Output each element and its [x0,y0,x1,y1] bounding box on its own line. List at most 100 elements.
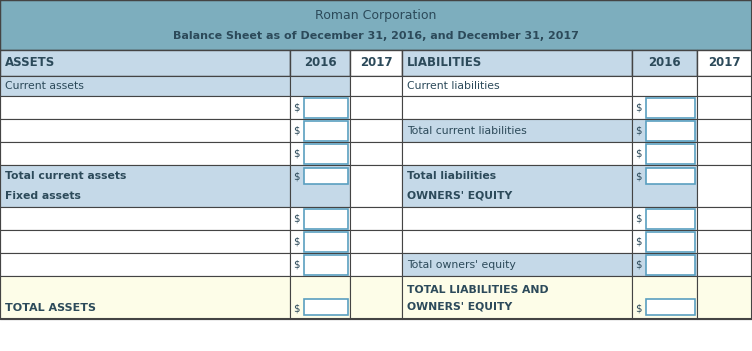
Bar [632,165,697,207]
Bar [402,76,632,96]
Bar [290,230,350,253]
Bar [290,253,350,276]
Text: $: $ [293,259,299,270]
Bar [290,142,350,165]
Bar [645,144,695,164]
Bar [304,144,347,164]
Bar [290,119,350,142]
Bar [632,142,697,165]
Bar [632,207,697,230]
Bar [304,299,347,315]
Bar [304,254,347,274]
Bar [0,0,752,50]
Text: ASSETS: ASSETS [5,57,55,69]
Text: 2017: 2017 [359,57,393,69]
Text: TOTAL LIABILITIES AND: TOTAL LIABILITIES AND [407,285,549,295]
Bar [645,232,695,252]
Bar [697,276,752,319]
Text: Total owners' equity: Total owners' equity [407,259,516,270]
Text: $: $ [635,237,641,246]
Bar [350,165,402,207]
Bar [402,253,632,276]
Text: Balance Sheet as of December 31, 2016, and December 31, 2017: Balance Sheet as of December 31, 2016, a… [173,31,579,41]
Bar [697,165,752,207]
Text: $: $ [293,237,299,246]
Bar [632,276,697,319]
Bar [645,208,695,229]
Text: Total liabilities: Total liabilities [407,171,496,181]
Bar [290,207,350,230]
Bar [350,50,402,76]
Bar [0,76,290,96]
Bar [632,76,697,96]
Text: 2016: 2016 [648,57,681,69]
Bar [402,96,632,119]
Text: $: $ [293,213,299,224]
Bar [0,276,290,319]
Text: $: $ [293,148,299,159]
Bar [402,119,632,142]
Bar [350,119,402,142]
Bar [304,208,347,229]
Text: $: $ [635,171,641,181]
Bar [350,276,402,319]
Bar [350,230,402,253]
Bar [697,76,752,96]
Text: $: $ [635,102,641,113]
Bar [0,142,290,165]
Bar [697,96,752,119]
Text: LIABILITIES: LIABILITIES [407,57,482,69]
Text: Total current assets: Total current assets [5,171,126,181]
Text: $: $ [635,148,641,159]
Text: Roman Corporation: Roman Corporation [315,9,437,22]
Bar [697,50,752,76]
Bar [697,142,752,165]
Bar [645,98,695,118]
Text: 2016: 2016 [304,57,336,69]
Bar [304,232,347,252]
Text: $: $ [635,213,641,224]
Bar [290,165,350,207]
Bar [0,207,290,230]
Bar [402,50,632,76]
Bar [632,96,697,119]
Bar [290,276,350,319]
Bar [645,299,695,315]
Bar [0,119,290,142]
Text: OWNERS' EQUITY: OWNERS' EQUITY [407,191,512,201]
Text: $: $ [293,171,299,181]
Bar [0,50,290,76]
Bar [402,207,632,230]
Text: $: $ [635,126,641,135]
Bar [402,276,632,319]
Bar [697,230,752,253]
Text: Fixed assets: Fixed assets [5,191,81,201]
Bar [0,230,290,253]
Bar [632,119,697,142]
Bar [304,167,347,184]
Bar [645,254,695,274]
Bar [350,253,402,276]
Bar [0,165,290,207]
Text: Current liabilities: Current liabilities [407,81,499,91]
Text: Current assets: Current assets [5,81,84,91]
Text: $: $ [293,102,299,113]
Bar [645,120,695,140]
Bar [632,230,697,253]
Bar [697,207,752,230]
Bar [290,50,350,76]
Bar [402,230,632,253]
Text: $: $ [293,126,299,135]
Bar [0,253,290,276]
Bar [304,120,347,140]
Bar [350,207,402,230]
Bar [697,253,752,276]
Bar [290,76,350,96]
Text: OWNERS' EQUITY: OWNERS' EQUITY [407,302,512,312]
Text: $: $ [293,303,299,313]
Bar [350,142,402,165]
Bar [632,253,697,276]
Bar [350,76,402,96]
Bar [350,96,402,119]
Bar [645,167,695,184]
